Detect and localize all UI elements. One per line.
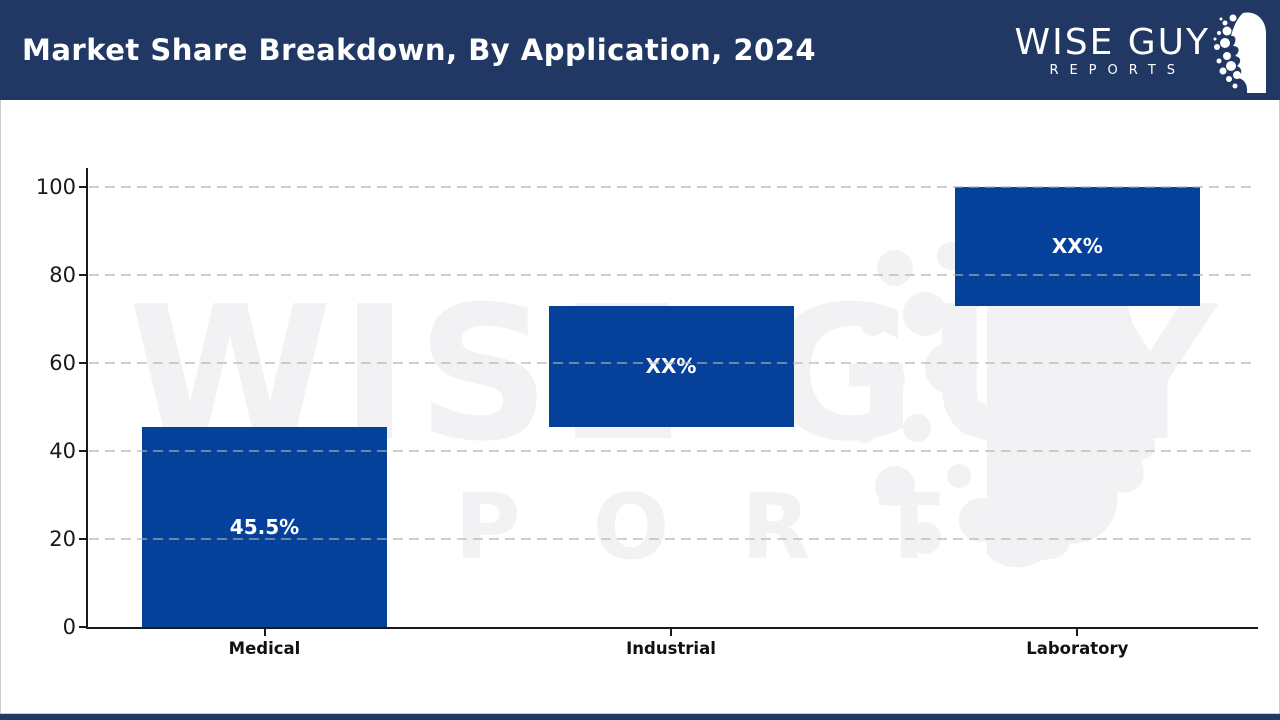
y-tick-label: 80: [49, 263, 76, 287]
bar-value-label: XX%: [1051, 234, 1103, 259]
y-tick-label: 60: [49, 351, 76, 375]
header: Market Share Breakdown, By Application, …: [0, 0, 1280, 100]
x-tick-mark: [263, 629, 266, 636]
y-tick-mark: [79, 538, 87, 540]
bar-industrial: XX%: [548, 305, 794, 427]
bar-laboratory: XX%: [954, 187, 1200, 306]
logo-text: WISE GUY REPORTS: [1014, 21, 1211, 79]
wiseguy-logo: WISE GUY REPORTS: [1015, 8, 1271, 94]
gridline: [89, 362, 1255, 364]
y-tick-mark: [79, 626, 87, 628]
x-tick-mark: [670, 629, 672, 636]
gridline: [89, 538, 1255, 540]
x-category-label-industrial: Industrial: [626, 639, 716, 658]
bar-value-label: XX%: [645, 354, 697, 379]
x-axis-line: [86, 627, 1258, 629]
logo-face-icon: [1213, 12, 1266, 93]
bar-value-label: 45.5%: [229, 514, 300, 539]
y-tick-label: 100: [35, 175, 76, 199]
y-tick-mark: [79, 186, 87, 188]
y-tick-mark: [79, 450, 87, 452]
gridline: [89, 450, 1255, 452]
x-tick-mark: [1076, 629, 1079, 636]
bottom-divider: [0, 713, 1280, 714]
y-axis-line: [86, 168, 88, 629]
y-tick-label: 40: [49, 439, 76, 463]
gridline: [89, 274, 1255, 276]
x-category-label-medical: Medical: [228, 639, 301, 658]
logo-wordmark: WISE GUY: [1014, 21, 1210, 63]
y-tick-mark: [79, 274, 87, 276]
bar-medical: 45.5%: [142, 426, 387, 627]
y-tick-label: 20: [49, 527, 76, 551]
chart-title: Market Share Breakdown, By Application, …: [22, 33, 817, 67]
x-category-label-laboratory: Laboratory: [1026, 639, 1129, 658]
y-tick-label: 0: [62, 615, 76, 639]
watermark-face-icon: [855, 242, 1162, 568]
gridline: [89, 186, 1255, 188]
y-tick-mark: [79, 362, 87, 364]
card-border-left: [0, 100, 1, 713]
logo-subtext: REPORTS: [1049, 63, 1187, 79]
footer-bar: [0, 714, 1280, 720]
